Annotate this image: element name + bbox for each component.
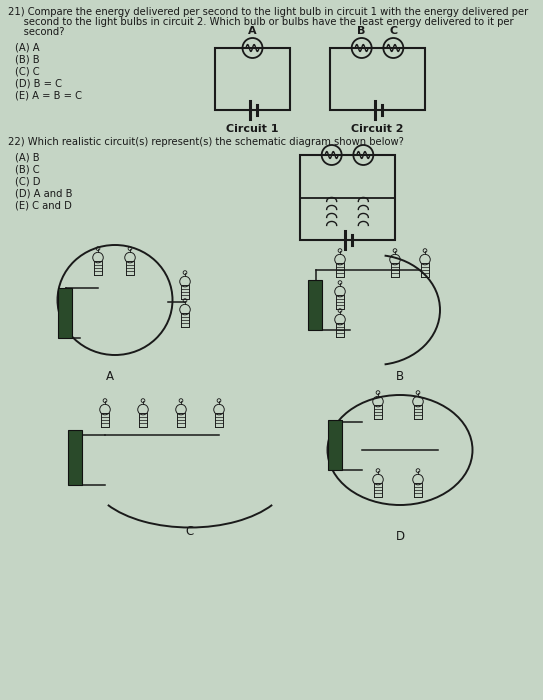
Text: D: D bbox=[395, 530, 405, 543]
Text: (D) B = C: (D) B = C bbox=[15, 78, 62, 88]
Text: A: A bbox=[248, 26, 257, 36]
Text: 22) Which realistic circuit(s) represent(s) the schematic diagram shown below?: 22) Which realistic circuit(s) represent… bbox=[8, 137, 404, 147]
Text: Circuit 1: Circuit 1 bbox=[226, 124, 279, 134]
Text: second to the light bulbs in circuit 2. Which bulb or bulbs have the least energ: second to the light bulbs in circuit 2. … bbox=[8, 17, 514, 27]
Text: (B) C: (B) C bbox=[15, 164, 40, 174]
Text: B: B bbox=[357, 26, 366, 36]
Bar bbox=[215, 48, 290, 110]
Text: 21) Compare the energy delivered per second to the light bulb in circuit 1 with : 21) Compare the energy delivered per sec… bbox=[8, 7, 528, 17]
Bar bbox=[68, 430, 82, 485]
Text: (C) C: (C) C bbox=[15, 66, 40, 76]
Bar bbox=[330, 48, 425, 110]
Text: (C) D: (C) D bbox=[15, 176, 41, 186]
Text: (A) A: (A) A bbox=[15, 42, 40, 52]
Text: (D) A and B: (D) A and B bbox=[15, 188, 73, 198]
Bar bbox=[308, 280, 322, 330]
Text: A: A bbox=[106, 370, 114, 383]
Text: C: C bbox=[389, 26, 397, 36]
Bar bbox=[300, 155, 395, 240]
Text: Circuit 2: Circuit 2 bbox=[351, 124, 404, 134]
Text: second?: second? bbox=[8, 27, 65, 37]
Text: (E) A = B = C: (E) A = B = C bbox=[15, 90, 82, 100]
Bar bbox=[58, 288, 72, 338]
Text: (E) C and D: (E) C and D bbox=[15, 200, 72, 210]
Text: B: B bbox=[396, 370, 404, 383]
Text: (B) B: (B) B bbox=[15, 54, 40, 64]
Text: C: C bbox=[186, 525, 194, 538]
Text: (A) B: (A) B bbox=[15, 152, 40, 162]
Bar bbox=[328, 420, 342, 470]
